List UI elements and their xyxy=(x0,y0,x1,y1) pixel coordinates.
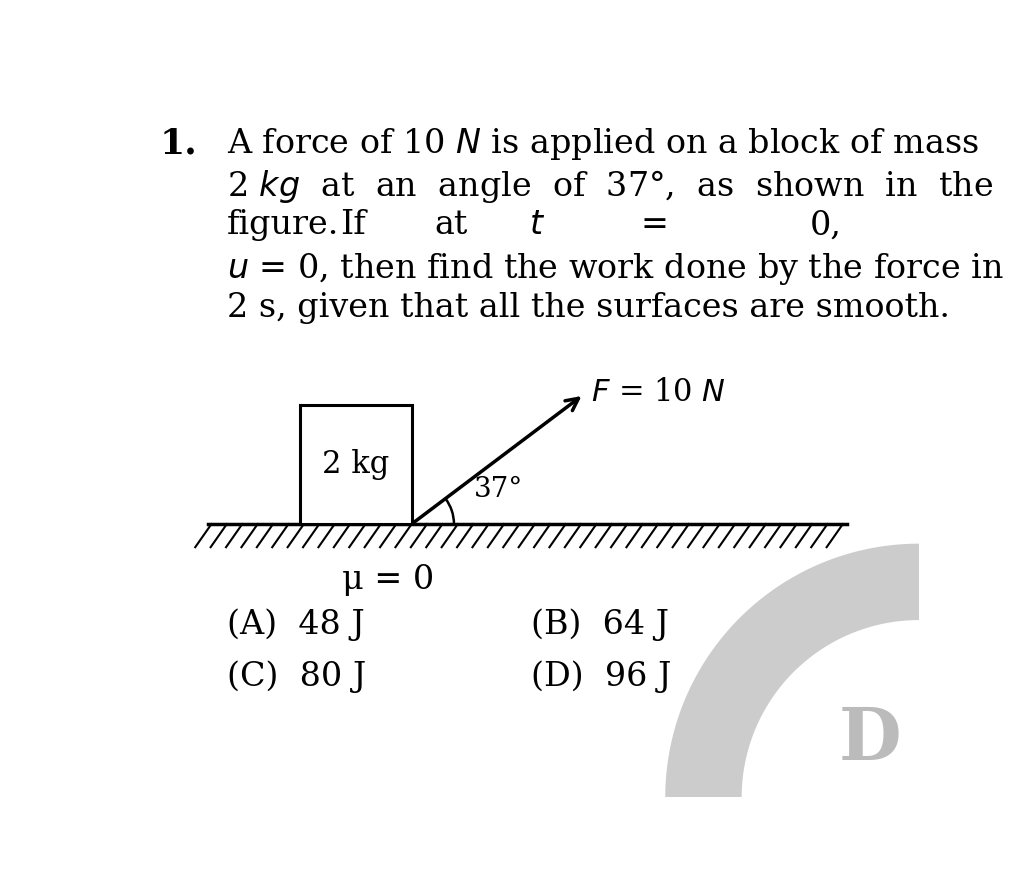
Text: 37°: 37° xyxy=(474,477,523,504)
Text: (A)  48 J: (A) 48 J xyxy=(226,608,365,642)
Text: =: = xyxy=(640,209,669,241)
Text: If: If xyxy=(340,209,366,241)
Text: (B)  64 J: (B) 64 J xyxy=(531,608,669,642)
Text: figure.: figure. xyxy=(226,209,339,241)
Text: at: at xyxy=(435,209,468,241)
Text: 1.: 1. xyxy=(160,126,198,160)
Text: 2 kg: 2 kg xyxy=(323,449,389,480)
Text: $F$ = 10 $N$: $F$ = 10 $N$ xyxy=(592,377,726,409)
Text: (C)  80 J: (C) 80 J xyxy=(226,660,366,693)
Text: 0,: 0, xyxy=(810,209,842,241)
Text: (D)  96 J: (D) 96 J xyxy=(531,660,672,693)
Text: A force of 10 $N$ is applied on a block of mass: A force of 10 $N$ is applied on a block … xyxy=(226,126,979,162)
Text: $u$ = 0, then find the work done by the force in: $u$ = 0, then find the work done by the … xyxy=(226,251,1004,287)
Text: 2 s, given that all the surfaces are smooth.: 2 s, given that all the surfaces are smo… xyxy=(226,292,950,324)
Bar xyxy=(300,405,412,524)
Text: $t$: $t$ xyxy=(529,209,546,241)
Text: μ = 0: μ = 0 xyxy=(342,564,434,596)
Text: 2 $kg$  at  an  angle  of  37°,  as  shown  in  the: 2 $kg$ at an angle of 37°, as shown in t… xyxy=(226,168,993,204)
Text: D: D xyxy=(839,704,901,775)
